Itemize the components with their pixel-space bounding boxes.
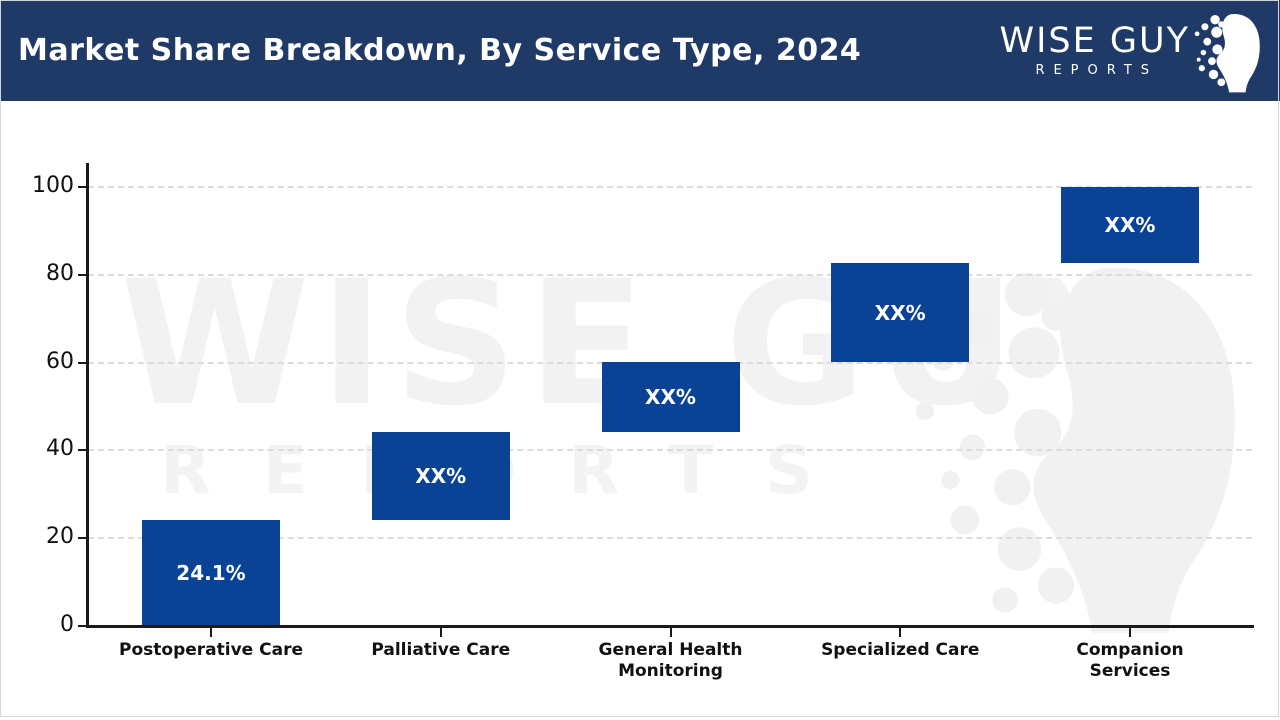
brand-name: WISE GUY (999, 21, 1190, 61)
gridline-100 (88, 186, 1252, 188)
chart-title: Market Share Breakdown, By Service Type,… (18, 33, 862, 68)
bar-value-label: XX% (645, 385, 696, 410)
x-tick-2 (439, 628, 442, 637)
bar-value-label: XX% (874, 300, 926, 325)
y-tick-label-100: 100 (32, 173, 74, 198)
y-tick-label-20: 20 (46, 524, 74, 550)
y-tick-label-0: 0 (60, 612, 74, 637)
y-tick-40 (78, 449, 86, 452)
y-tick-label-60: 60 (46, 348, 74, 374)
bar-value-label: XX% (1104, 212, 1156, 237)
bar-4: XX% (831, 262, 970, 363)
x-category-label: Palliative Care (371, 640, 511, 660)
x-tick-5 (1129, 628, 1131, 637)
x-category-label: Postoperative Care (119, 640, 303, 660)
watermark-reports-text: REPORTS (160, 432, 865, 509)
y-axis-line (86, 163, 89, 628)
x-tick-4 (899, 628, 902, 637)
y-tick-0 (78, 625, 86, 627)
bar-3: XX% (601, 362, 740, 432)
brand-tagline: REPORTS (1035, 63, 1159, 78)
x-category-label: General Health Monitoring (598, 640, 743, 682)
x-category-label: Companion Services (1076, 640, 1184, 682)
x-category-label: Specialized Care (821, 640, 980, 660)
gridline-40 (88, 449, 1252, 452)
y-tick-60 (78, 361, 86, 364)
bar-5: XX% (1061, 187, 1199, 263)
x-axis-line (86, 625, 1254, 628)
bar-value-label: 24.1% (176, 561, 246, 586)
y-tick-80 (78, 273, 86, 276)
y-tick-100 (78, 186, 86, 188)
brand-logo-words: WISE GUY REPORTS (999, 21, 1190, 79)
header-bar: Market Share Breakdown, By Service Type,… (0, 0, 1280, 101)
x-tick-1 (210, 628, 212, 637)
bar-1: 24.1% (142, 520, 280, 626)
bar-value-label: XX% (415, 464, 467, 489)
x-tick-3 (669, 628, 672, 637)
brand-logo: WISE GUY REPORTS (999, 8, 1262, 94)
y-tick-label-40: 40 (46, 436, 74, 462)
gridline-20 (88, 537, 1252, 540)
bar-2: XX% (371, 431, 510, 521)
brand-head-icon (1194, 13, 1260, 93)
y-tick-label-80: 80 (46, 260, 74, 286)
gridline-80 (88, 273, 1252, 276)
y-tick-20 (78, 537, 86, 540)
